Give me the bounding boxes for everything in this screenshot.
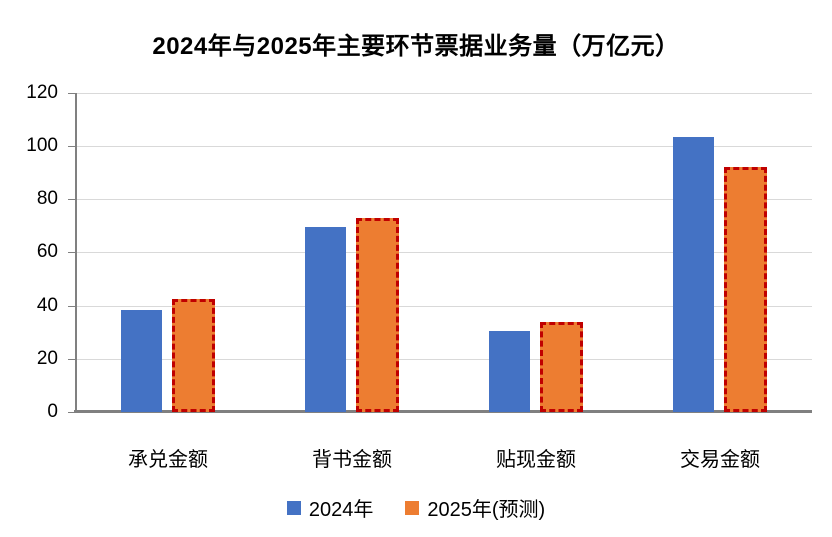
y-tick-120 bbox=[68, 93, 76, 94]
bar-2024年-背书金额 bbox=[305, 227, 346, 412]
legend: 2024年 2025年(预测) bbox=[0, 493, 832, 522]
y-tick-60 bbox=[68, 252, 76, 253]
y-axis-label-0: 0 bbox=[47, 401, 58, 422]
x-axis-line bbox=[74, 410, 812, 413]
y-tick-0 bbox=[68, 412, 76, 413]
x-axis-label-贴现金额: 贴现金额 bbox=[496, 449, 576, 471]
y-tick-20 bbox=[68, 359, 76, 360]
bar-2025年(预测)-贴现金额 bbox=[540, 322, 583, 412]
legend-label: 2024年 bbox=[308, 499, 374, 521]
plot-area bbox=[68, 93, 812, 413]
y-tick-100 bbox=[68, 146, 76, 147]
y-axis-label-100: 100 bbox=[26, 135, 58, 156]
legend-label: 2025年(预测) bbox=[427, 499, 546, 521]
bar-2024年-承兑金额 bbox=[121, 310, 162, 412]
bar-2024年-交易金额 bbox=[673, 137, 714, 412]
x-axis-label-承兑金额: 承兑金额 bbox=[128, 449, 208, 471]
y-tick-80 bbox=[68, 199, 76, 200]
bar-2025年(预测)-背书金额 bbox=[356, 218, 399, 412]
bar-2025年(预测)-交易金额 bbox=[724, 167, 767, 412]
gridline-100 bbox=[76, 146, 812, 147]
bar-2024年-贴现金额 bbox=[489, 331, 530, 412]
y-tick-40 bbox=[68, 306, 76, 307]
x-axis-label-背书金额: 背书金额 bbox=[312, 449, 392, 471]
y-axis-label-60: 60 bbox=[36, 241, 58, 262]
x-axis-label-交易金额: 交易金额 bbox=[680, 449, 760, 471]
legend-swatch-icon bbox=[286, 500, 301, 515]
legend-swatch-icon bbox=[405, 500, 420, 515]
chart-title: 2024年与2025年主要环节票据业务量（万亿元） bbox=[152, 33, 680, 60]
legend-item-2025年(预测): 2025年(预测) bbox=[405, 493, 545, 522]
gridline-60 bbox=[76, 252, 812, 253]
y-axis-label-120: 120 bbox=[26, 82, 58, 103]
gridline-80 bbox=[76, 199, 812, 200]
bar-2025年(预测)-承兑金额 bbox=[172, 299, 215, 412]
gridline-40 bbox=[76, 306, 812, 307]
gridline-120 bbox=[76, 93, 812, 94]
legend-item-2024年: 2024年 bbox=[286, 493, 374, 522]
y-axis-line bbox=[75, 93, 77, 412]
gridline-20 bbox=[76, 359, 812, 360]
y-axis-label-80: 80 bbox=[36, 188, 58, 209]
y-axis-label-20: 20 bbox=[36, 348, 58, 369]
y-axis-label-40: 40 bbox=[36, 295, 58, 316]
